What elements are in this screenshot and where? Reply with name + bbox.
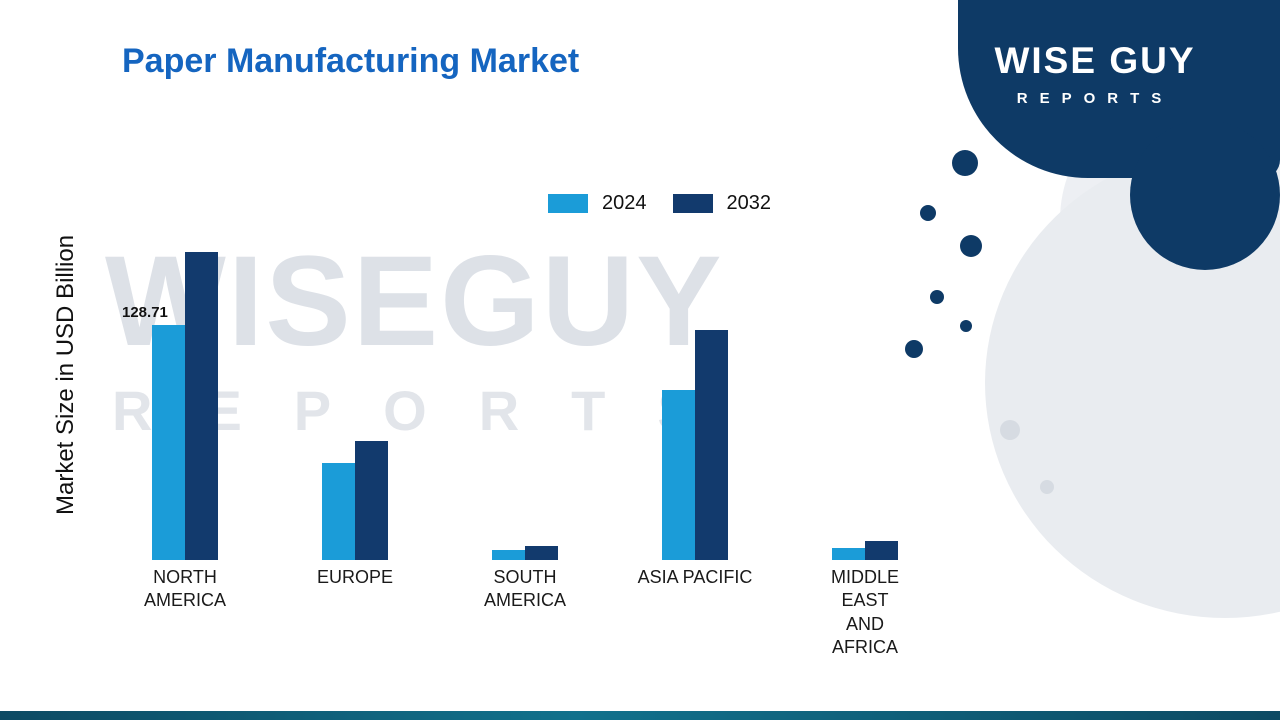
x-axis-label: MIDDLE EAST AND AFRICA xyxy=(830,567,899,658)
page-title: Paper Manufacturing Market xyxy=(122,42,580,80)
bar-2032 xyxy=(695,330,728,560)
decor-dot xyxy=(1040,480,1054,494)
bar-2032 xyxy=(525,546,558,560)
decor-dot xyxy=(905,340,923,358)
bar-group xyxy=(440,250,610,560)
decor-dot xyxy=(930,290,944,304)
legend-label-2032: 2032 xyxy=(726,192,772,214)
y-axis-label: Market Size in USD Billion xyxy=(52,234,79,516)
plot-area xyxy=(100,250,950,560)
bar-group xyxy=(610,250,780,560)
x-axis-label: EUROPE xyxy=(316,567,394,587)
legend-label-2024: 2024 xyxy=(602,192,647,214)
logo-wordmark: WISE GUY xyxy=(994,40,1196,81)
decor-dot xyxy=(960,320,972,332)
bar-group xyxy=(780,250,950,560)
bar-2024 xyxy=(832,548,865,560)
data-label-north-america-2024: 128.71 xyxy=(122,304,168,321)
x-axis-labels: NORTH AMERICA EUROPE SOUTH AMERICA ASIA PAC… xyxy=(100,566,950,660)
bottom-accent-strip xyxy=(0,711,1280,720)
logo: WISE GUY REPORTS xyxy=(970,40,1220,107)
logo-subtitle: REPORTS xyxy=(1016,90,1174,107)
decor-dot xyxy=(960,235,982,257)
bar-2024 xyxy=(662,390,695,560)
x-axis-label: ASIA PACIFIC xyxy=(637,567,753,587)
bar-2024 xyxy=(152,325,185,560)
decor-dot xyxy=(1000,420,1020,440)
chart-legend: 2024 2032 xyxy=(548,192,771,215)
bar-2024 xyxy=(492,549,525,560)
bar-2032 xyxy=(355,441,388,560)
bar-group xyxy=(270,250,440,560)
decor-dot xyxy=(920,205,936,221)
legend-item-2024: 2024 xyxy=(548,192,647,215)
legend-item-2032: 2032 xyxy=(672,192,772,215)
bar-2024 xyxy=(322,463,355,560)
decor-dot xyxy=(952,150,978,176)
bar-2032 xyxy=(865,540,898,560)
x-axis-label: NORTH AMERICA xyxy=(143,567,226,611)
logo-background-bump xyxy=(1130,120,1280,270)
x-axis-label: SOUTH AMERICA xyxy=(483,567,566,611)
legend-swatch-2032 xyxy=(672,194,713,213)
legend-swatch-2024 xyxy=(548,194,588,213)
bar-group xyxy=(100,250,270,560)
bar-2032 xyxy=(185,251,218,560)
